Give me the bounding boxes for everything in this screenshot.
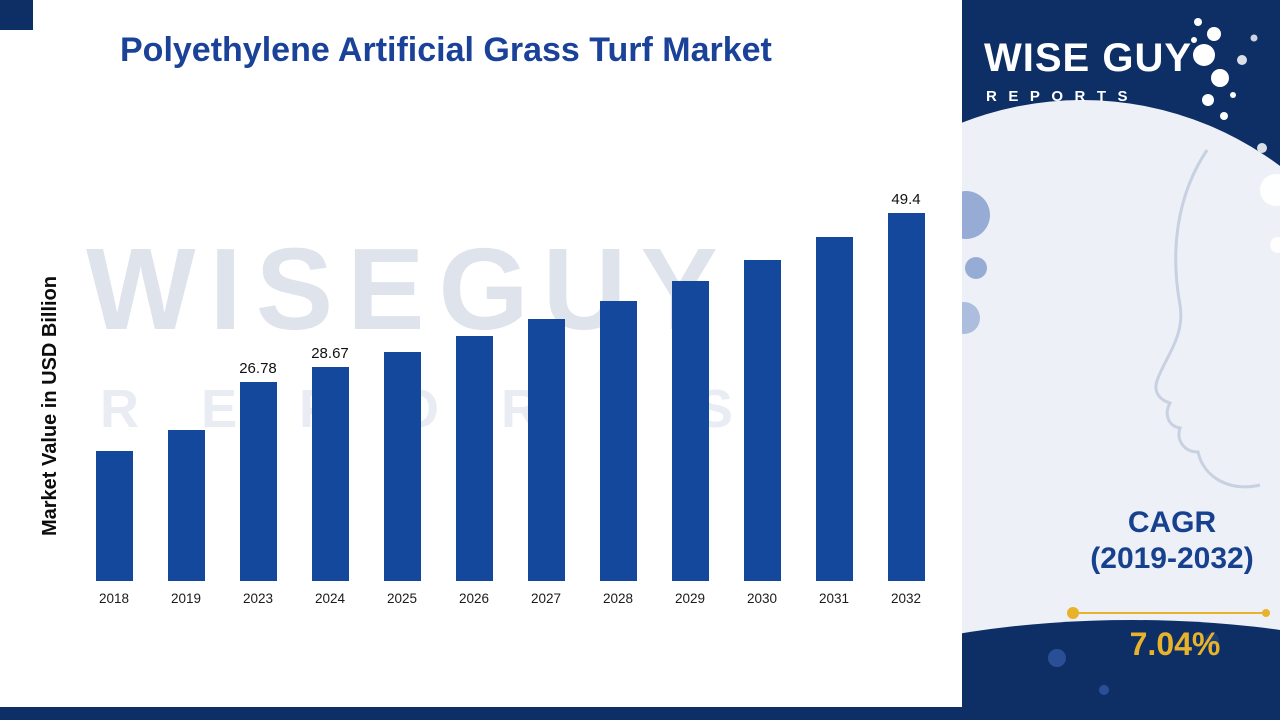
bar bbox=[167, 430, 205, 581]
bar bbox=[311, 367, 349, 581]
bar-column: 2025 bbox=[366, 158, 438, 613]
x-tick-label: 2029 bbox=[674, 591, 706, 606]
cagr-label: CAGR bbox=[1127, 506, 1217, 539]
x-tick-label: 2019 bbox=[170, 591, 202, 606]
bar bbox=[383, 352, 421, 581]
cagr-value: 7.04% bbox=[1129, 626, 1221, 662]
x-tick-label: 2027 bbox=[530, 591, 562, 606]
bar bbox=[743, 260, 781, 581]
page-title: Polyethylene Artificial Grass Turf Marke… bbox=[120, 31, 772, 69]
cagr-label-block: CAGR (2019-2032) bbox=[1062, 505, 1280, 577]
bar-column: 2028 bbox=[582, 158, 654, 613]
logo-wiseguy-text: WISE GUY bbox=[984, 36, 1193, 80]
bar-column: 2031 bbox=[798, 158, 870, 613]
gold-divider-line bbox=[1067, 607, 1270, 619]
x-tick-label: 2024 bbox=[314, 591, 346, 606]
bar-value-label: 26.78 bbox=[239, 360, 277, 377]
bar bbox=[95, 451, 133, 581]
bar-column: 2019 bbox=[150, 158, 222, 613]
cagr-range: (2019-2032) bbox=[1090, 542, 1254, 575]
logo: WISE GUY REPORTS bbox=[984, 36, 1192, 105]
x-tick-label: 2026 bbox=[458, 591, 490, 606]
bar-chart: 2018 2019 26.78 2023 28.67 2024 2025 2026 2027 20… bbox=[78, 158, 942, 613]
bar bbox=[887, 213, 925, 581]
bar bbox=[455, 336, 493, 581]
x-tick-label: 2025 bbox=[386, 591, 418, 606]
bar-column: 2029 bbox=[654, 158, 726, 613]
bar bbox=[239, 382, 277, 581]
bar-value-label: 28.67 bbox=[311, 345, 349, 362]
y-axis-label: Market Value in USD Billion bbox=[39, 275, 61, 537]
face-profile-decoration bbox=[962, 18, 1280, 720]
bar-column: 26.78 2023 bbox=[222, 158, 294, 613]
bar-column: 2027 bbox=[510, 158, 582, 613]
logo-reports-text: REPORTS bbox=[986, 88, 1140, 105]
x-tick-label: 2023 bbox=[242, 591, 274, 606]
x-tick-label: 2030 bbox=[746, 591, 778, 606]
bar-column: 28.67 2024 bbox=[294, 158, 366, 613]
x-tick-label: 2028 bbox=[602, 591, 634, 606]
bar-column: 2026 bbox=[438, 158, 510, 613]
bar bbox=[815, 237, 853, 581]
corner-accent-square bbox=[0, 0, 33, 30]
bar bbox=[599, 301, 637, 581]
bottom-accent-strip bbox=[0, 707, 1280, 720]
bar bbox=[527, 319, 565, 581]
brand-side-panel: WISE GUY REPORTS CAGR (2019-2032) 7.04% bbox=[962, 0, 1280, 720]
bar-column: 49.4 2032 bbox=[870, 158, 942, 613]
bar-column: 2018 bbox=[78, 158, 150, 613]
bar-value-label: 49.4 bbox=[891, 191, 921, 208]
x-tick-label: 2031 bbox=[818, 591, 850, 606]
bar bbox=[671, 281, 709, 581]
x-tick-label: 2032 bbox=[890, 591, 922, 606]
bar-column: 2030 bbox=[726, 158, 798, 613]
x-tick-label: 2018 bbox=[98, 591, 130, 606]
